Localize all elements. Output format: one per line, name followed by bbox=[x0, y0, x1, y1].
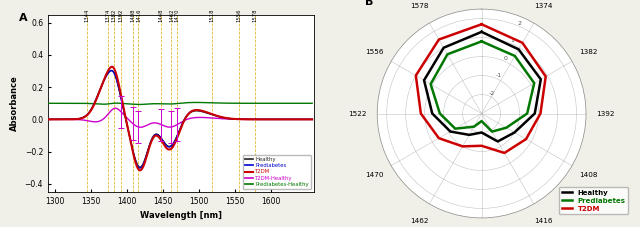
Line: T2DM: T2DM bbox=[48, 67, 312, 170]
Healthy bbox=[221, 117, 229, 119]
Prediabetes bbox=[136, 167, 144, 169]
Prediabetes bbox=[108, 69, 115, 72]
Healthy bbox=[308, 118, 316, 121]
Prediabetes bbox=[113, 77, 120, 80]
T2DM-Healthy bbox=[44, 118, 52, 121]
T2DM bbox=[164, 148, 172, 151]
Prediabetes bbox=[221, 117, 229, 119]
T2DM-Healthy bbox=[111, 107, 119, 110]
Prediabetes-Healthy bbox=[44, 102, 52, 105]
Prediabetes-Healthy bbox=[164, 103, 172, 105]
Prediabetes bbox=[44, 118, 52, 121]
Text: B: B bbox=[365, 0, 373, 7]
Prediabetes-Healthy bbox=[192, 101, 200, 104]
Healthy bbox=[244, 118, 252, 121]
Text: 1392: 1392 bbox=[118, 9, 124, 22]
Text: 1374: 1374 bbox=[106, 9, 111, 22]
T2DM-Healthy bbox=[91, 121, 99, 123]
T2DM bbox=[91, 102, 99, 105]
T2DM-Healthy bbox=[113, 107, 120, 110]
T2DM bbox=[108, 65, 116, 68]
T2DM bbox=[308, 118, 316, 121]
Line: T2DM-Healthy: T2DM-Healthy bbox=[48, 108, 312, 127]
Text: 1518: 1518 bbox=[209, 8, 214, 22]
T2DM bbox=[244, 118, 252, 121]
Prediabetes-Healthy bbox=[201, 101, 209, 104]
Healthy bbox=[136, 166, 144, 169]
T2DM-Healthy bbox=[201, 116, 209, 119]
Text: 1408: 1408 bbox=[130, 8, 135, 22]
Prediabetes-Healthy bbox=[308, 102, 316, 105]
T2DM bbox=[44, 118, 52, 121]
Healthy bbox=[91, 101, 99, 104]
T2DM-Healthy bbox=[221, 118, 229, 120]
Legend: Healthy, Prediabetes, T2DM, T2DM-Healthy, Prediabetes-Healthy: Healthy, Prediabetes, T2DM, T2DM-Healthy… bbox=[243, 155, 311, 189]
Text: 1578: 1578 bbox=[252, 8, 257, 22]
T2DM bbox=[113, 73, 120, 76]
Text: 1344: 1344 bbox=[84, 9, 89, 22]
T2DM bbox=[221, 116, 229, 119]
Prediabetes-Healthy bbox=[136, 103, 143, 106]
T2DM-Healthy bbox=[308, 118, 316, 121]
Text: 1416: 1416 bbox=[136, 8, 141, 22]
Healthy bbox=[44, 118, 52, 121]
Prediabetes-Healthy bbox=[112, 102, 120, 104]
Healthy bbox=[201, 111, 209, 114]
Prediabetes bbox=[201, 111, 209, 113]
T2DM bbox=[136, 169, 144, 172]
Text: 1556: 1556 bbox=[236, 8, 241, 22]
Prediabetes bbox=[91, 101, 99, 104]
Line: Prediabetes-Healthy: Prediabetes-Healthy bbox=[48, 102, 312, 104]
T2DM bbox=[201, 110, 209, 113]
Prediabetes bbox=[308, 118, 316, 121]
T2DM-Healthy bbox=[164, 126, 172, 128]
Prediabetes bbox=[164, 146, 172, 148]
Healthy bbox=[113, 77, 120, 80]
Text: A: A bbox=[19, 13, 28, 23]
Legend: Healthy, Prediabetes, T2DM: Healthy, Prediabetes, T2DM bbox=[559, 187, 628, 215]
Prediabetes-Healthy bbox=[244, 102, 252, 105]
Text: 1382: 1382 bbox=[111, 9, 116, 22]
Y-axis label: Absorbance: Absorbance bbox=[10, 75, 19, 131]
T2DM-Healthy bbox=[244, 118, 252, 121]
Prediabetes-Healthy bbox=[221, 102, 229, 104]
Prediabetes bbox=[244, 118, 252, 121]
Healthy bbox=[164, 145, 172, 148]
Line: Prediabetes: Prediabetes bbox=[48, 71, 312, 168]
Text: 1448: 1448 bbox=[159, 8, 164, 22]
Prediabetes-Healthy bbox=[91, 102, 99, 105]
X-axis label: Wavelength [nm]: Wavelength [nm] bbox=[140, 211, 222, 220]
Line: Healthy: Healthy bbox=[48, 71, 312, 167]
Text: 1462: 1462 bbox=[169, 8, 174, 22]
Text: 1470: 1470 bbox=[175, 8, 180, 22]
T2DM-Healthy bbox=[137, 126, 145, 129]
Healthy bbox=[108, 69, 115, 72]
